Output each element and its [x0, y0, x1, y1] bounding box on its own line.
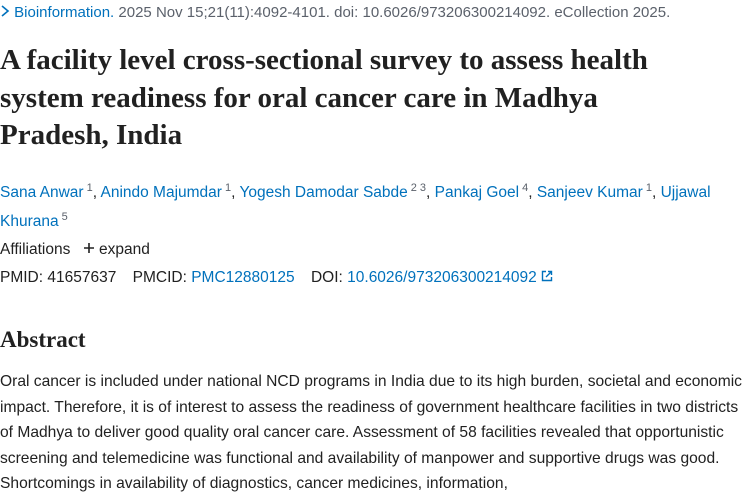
chevron-icon [1, 5, 10, 17]
citation: Bioinformation. 2025 Nov 15;21(11):4092-… [0, 4, 670, 21]
abstract-heading: Abstract [0, 327, 86, 352]
article-title: A facility level cross-sectional survey … [0, 44, 648, 151]
author-separator: , [92, 184, 98, 202]
affiliation-number[interactable]: 2 [410, 182, 417, 194]
affiliation-number[interactable]: 1 [224, 182, 232, 194]
external-link-icon [541, 270, 553, 282]
expand-toggle[interactable]: expand [83, 241, 150, 258]
author-link[interactable]: Pankaj Goel [434, 184, 520, 202]
plus-icon [83, 243, 94, 253]
author-link[interactable]: Ujjawal Khurana [0, 184, 711, 231]
pmid: 41657637 [47, 269, 117, 286]
affiliation-number[interactable]: 5 [61, 211, 68, 224]
expand-text[interactable]: expand [99, 241, 150, 258]
author-link[interactable]: Anindo Majumdar [100, 184, 222, 202]
affiliation-number[interactable]: 1 [645, 182, 652, 194]
pmcid-label: PMCID: [132, 269, 187, 286]
journal-link[interactable]: Bioinformation. [14, 4, 115, 21]
author-link[interactable]: Sanjeev Kumar [536, 184, 643, 202]
author-separator: , [651, 184, 657, 202]
citation-details: 2025 Nov 15;21(11):4092-4101. doi: 10.60… [118, 4, 671, 21]
author-separator: , [426, 184, 431, 202]
affiliations-row: Affiliations expand [0, 241, 150, 259]
author-link[interactable]: Sana Anwar [0, 184, 84, 202]
author-list: Sana Anwar 1, Anindo Majumdar 1, Yogesh Da… [0, 176, 740, 234]
affiliation-number[interactable]: 1 [86, 182, 93, 194]
pmid-label: PMID: [0, 269, 44, 286]
doi-label: DOI: [310, 269, 343, 286]
abstract-text: Oral cancer is included under national N… [0, 373, 742, 492]
author-separator: , [231, 184, 236, 202]
author-link[interactable]: Yogesh Damodar Sabde [239, 184, 408, 202]
doi-link[interactable]: 10.6026/973206300214092 [347, 269, 537, 286]
affiliation-number[interactable]: 3 [419, 182, 427, 194]
author-separator: , [528, 184, 533, 202]
pmcid-link[interactable]: PMC12880125 [191, 269, 295, 286]
identifiers: PMID: 41657637 PMCID: PMC12880125 DOI: 1… [0, 269, 553, 287]
affiliation-number[interactable]: 4 [522, 182, 529, 194]
affiliations-label: Affiliations [0, 241, 71, 258]
